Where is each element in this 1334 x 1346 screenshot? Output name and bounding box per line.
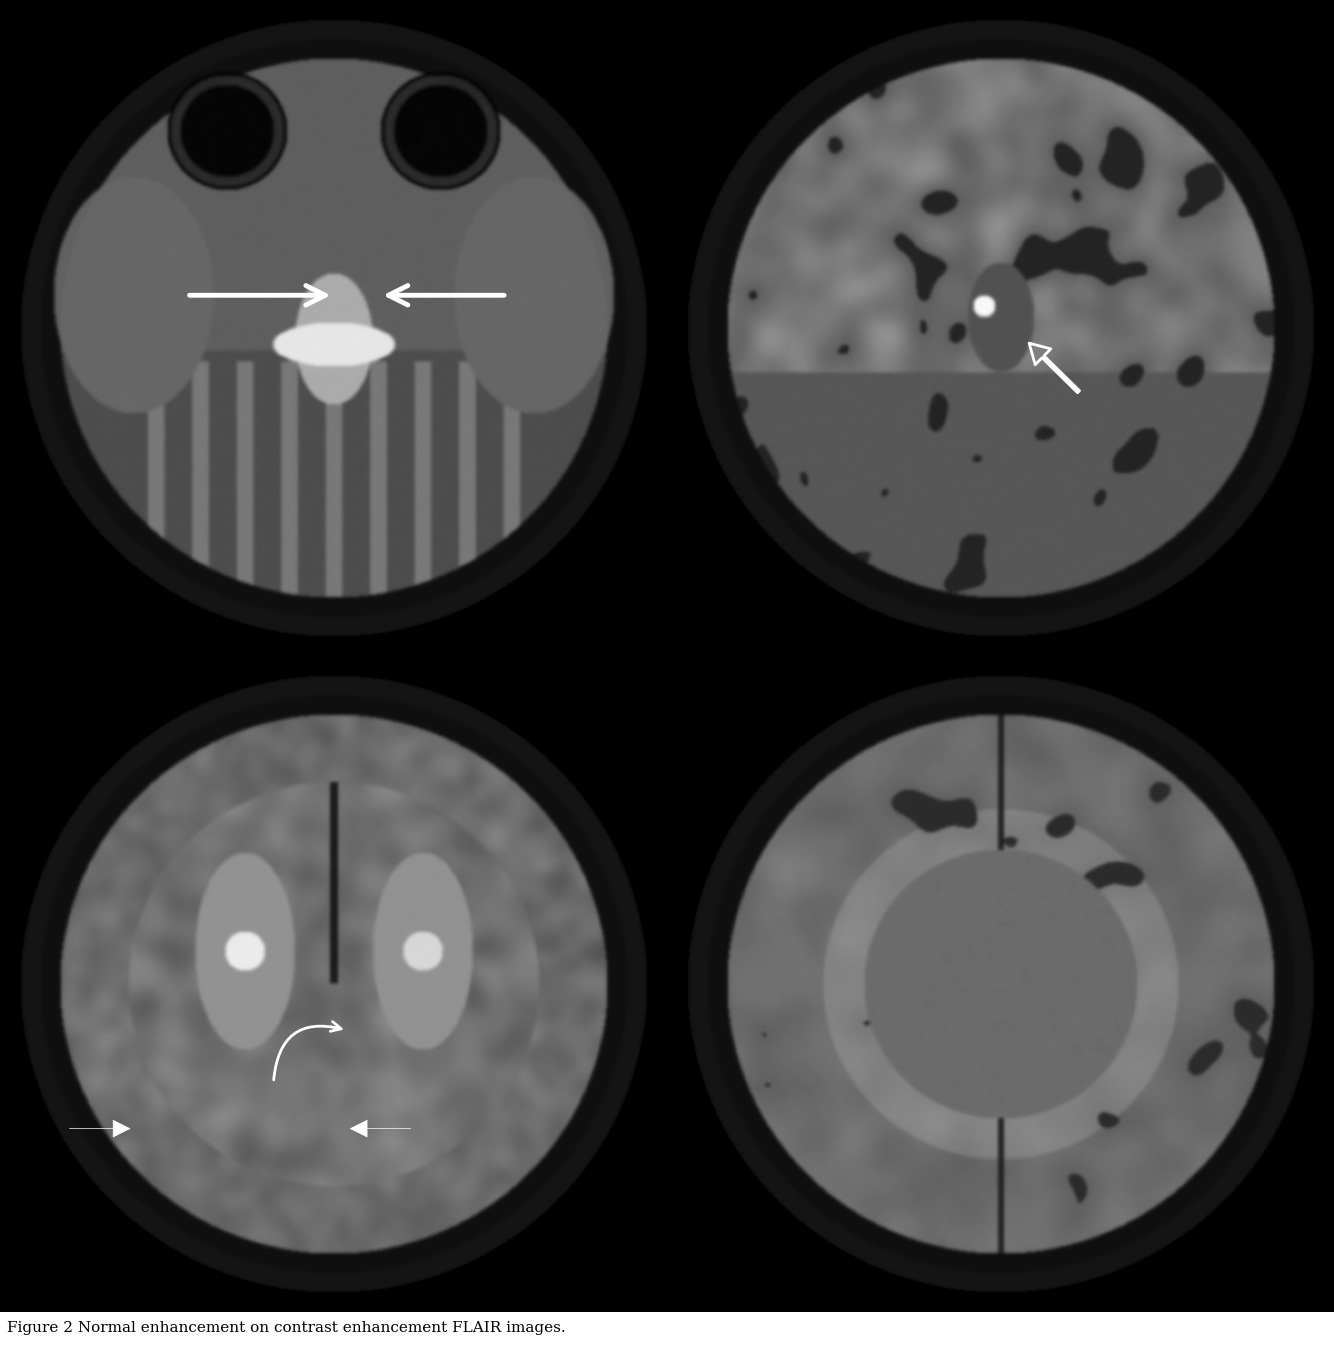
Text: Figure 2 Normal enhancement on contrast enhancement FLAIR images.: Figure 2 Normal enhancement on contrast … bbox=[7, 1320, 566, 1335]
